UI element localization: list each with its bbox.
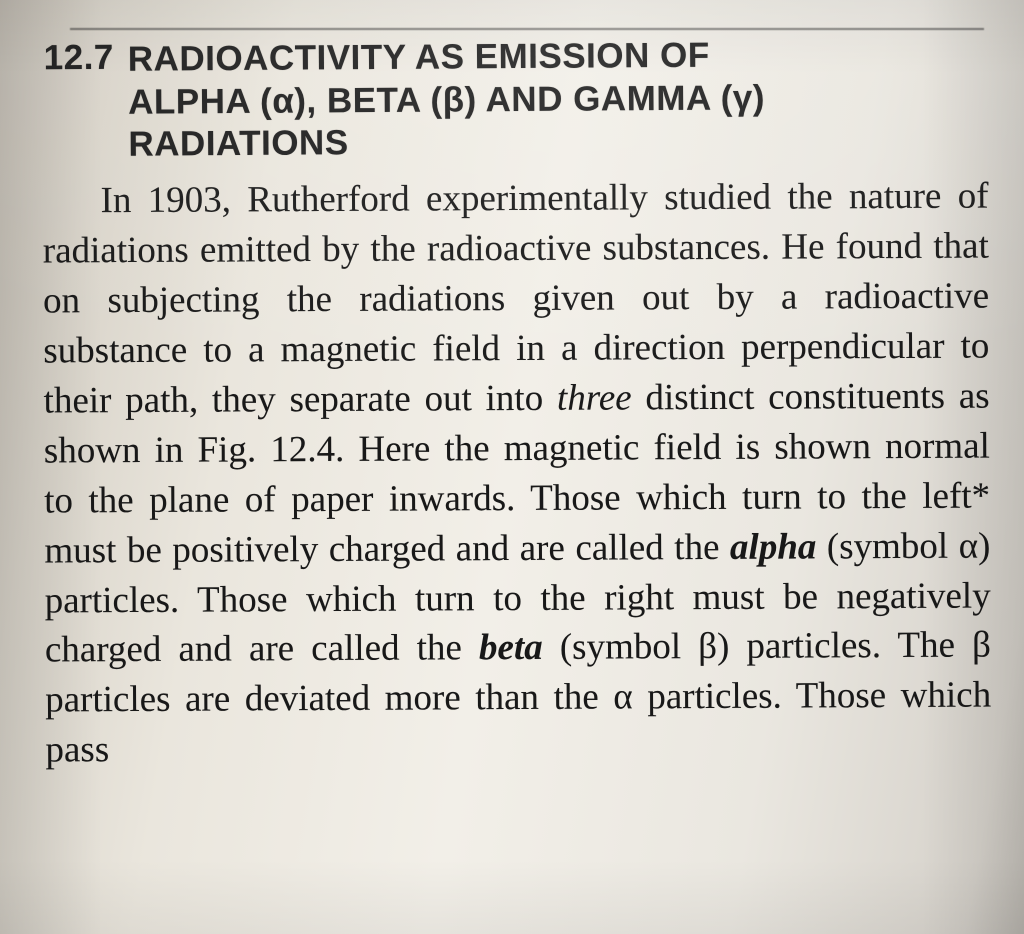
body-bold-alpha: alpha <box>730 526 817 567</box>
section-number: 12.7 <box>44 39 128 78</box>
section-title-line-2: ALPHA (α), BETA (β) AND GAMMA (γ) <box>128 78 765 121</box>
textbook-page: 12.7 RADIOACTIVITY AS EMISSION OF ALPHA … <box>0 0 1024 934</box>
section-title: RADIOACTIVITY AS EMISSION OF ALPHA (α), … <box>128 34 766 167</box>
top-horizontal-rule <box>70 28 984 30</box>
section-title-line-1: RADIOACTIVITY AS EMISSION OF <box>128 36 710 79</box>
section-heading: 12.7 RADIOACTIVITY AS EMISSION OF ALPHA … <box>44 33 993 168</box>
section-title-line-3: RADIATIONS <box>128 124 348 165</box>
body-paragraph: In 1903, Rutherford experimentally studi… <box>42 172 993 776</box>
body-italic-three: three <box>557 377 632 418</box>
body-bold-beta: beta <box>479 627 543 668</box>
